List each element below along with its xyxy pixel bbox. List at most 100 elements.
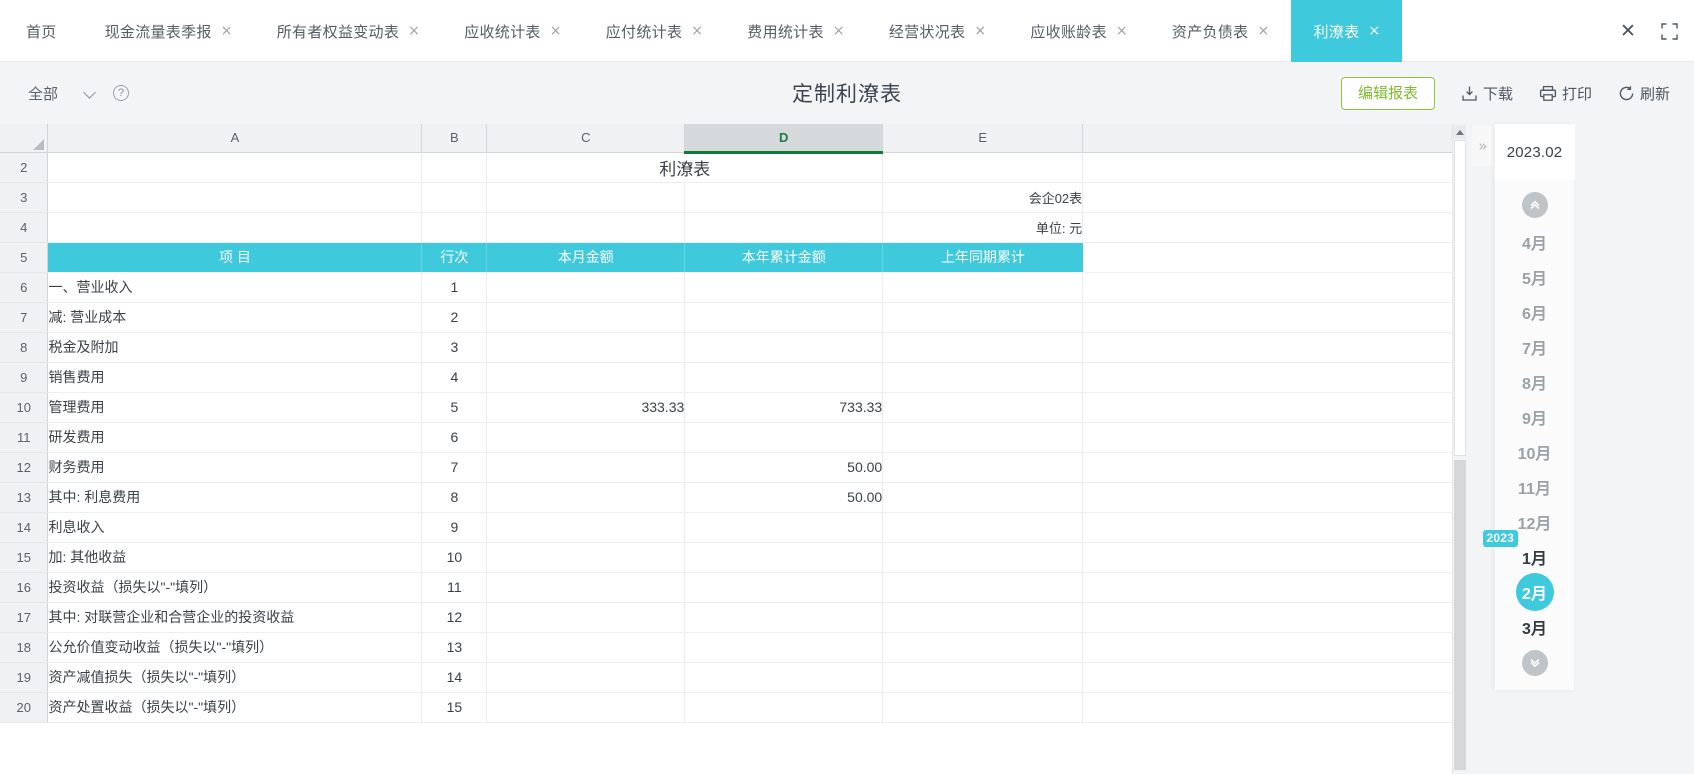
cell-line-no[interactable]: 6 — [421, 422, 488, 453]
cell-blank[interactable] — [1082, 212, 1466, 243]
row-header[interactable]: 17 — [0, 602, 49, 633]
cell-year-amount[interactable] — [684, 302, 884, 333]
cell-month-amount[interactable] — [486, 602, 686, 633]
month-item[interactable]: 4月 — [1495, 224, 1575, 259]
tab-close-icon[interactable]: × — [549, 23, 562, 39]
select-all-corner[interactable] — [0, 124, 49, 153]
month-item[interactable]: 9月 — [1495, 399, 1575, 434]
table-row[interactable]: 7 减: 营业成本 2 — [0, 302, 1466, 333]
row-header[interactable]: 11 — [0, 422, 49, 453]
cell-last-year-amount[interactable] — [882, 692, 1084, 723]
row-header[interactable]: 3 — [0, 182, 49, 213]
month-item[interactable]: 3月 — [1495, 609, 1575, 644]
cell-last-year-amount[interactable] — [882, 422, 1084, 453]
cell-line-no[interactable]: 14 — [421, 662, 488, 693]
column-header-E[interactable]: E — [882, 124, 1084, 153]
cell-blank[interactable] — [1082, 602, 1466, 633]
header-cell-item[interactable]: 项 目 — [47, 242, 423, 272]
header-cell-month-amount[interactable]: 本月金额 — [486, 242, 686, 272]
month-item[interactable]: 2023 1月 — [1482, 530, 1575, 574]
scrollbar-up-arrow-icon[interactable] — [1453, 125, 1466, 139]
tab-close-icon[interactable]: × — [1115, 23, 1128, 39]
edit-report-button[interactable]: 编辑报表 — [1340, 76, 1435, 110]
cell-year-amount[interactable] — [684, 662, 884, 693]
cell-line-no[interactable]: 9 — [421, 512, 488, 543]
cell-item-name[interactable]: 研发费用 — [47, 422, 423, 453]
row-header[interactable]: 20 — [0, 692, 49, 723]
cell-item-name[interactable]: 加: 其他收益 — [47, 542, 423, 573]
cell-last-year-amount[interactable] — [882, 542, 1084, 573]
current-period-label[interactable]: 2023.02 — [1494, 124, 1575, 180]
cell-blank[interactable] — [1082, 362, 1466, 393]
download-button[interactable]: 下载 — [1461, 83, 1513, 104]
cell-month-amount[interactable] — [486, 302, 686, 333]
print-button[interactable]: 打印 — [1539, 83, 1592, 104]
cell-blank[interactable] — [1082, 152, 1466, 183]
cell-year-amount[interactable] — [684, 602, 884, 633]
table-row[interactable]: 17 其中: 对联营企业和合营企业的投资收益 12 — [0, 602, 1466, 633]
table-row[interactable]: 2 利潦表 — [0, 152, 1466, 183]
month-item[interactable]: 2月 — [1495, 572, 1575, 611]
cell-item-name[interactable]: 减: 营业成本 — [47, 302, 423, 333]
cell-blank[interactable] — [1082, 542, 1466, 573]
cell-D[interactable] — [684, 212, 884, 243]
row-header[interactable]: 13 — [0, 482, 49, 513]
cell-blank[interactable] — [1082, 512, 1466, 543]
row-header[interactable]: 2 — [0, 152, 49, 183]
tab-close-icon[interactable]: × — [1368, 23, 1381, 39]
tab-close-icon[interactable]: × — [408, 23, 421, 39]
cell-month-amount[interactable] — [486, 422, 686, 453]
cell-blank[interactable] — [1082, 272, 1466, 303]
cell-line-no[interactable]: 15 — [421, 692, 488, 723]
cell-month-amount[interactable] — [486, 362, 686, 393]
cell-year-amount[interactable] — [684, 422, 884, 453]
vertical-scrollbar[interactable] — [1452, 124, 1466, 774]
cell-month-amount[interactable] — [486, 632, 686, 663]
column-header-B[interactable]: B — [421, 124, 488, 153]
table-row[interactable]: 9 销售费用 4 — [0, 362, 1466, 393]
tab-item[interactable]: 费用统计表 × — [725, 0, 867, 62]
row-header[interactable]: 10 — [0, 392, 49, 423]
table-row[interactable]: 8 税金及附加 3 — [0, 332, 1466, 363]
note-cell[interactable]: 会企02表 — [882, 182, 1084, 213]
cell-month-amount[interactable] — [486, 572, 686, 603]
tab-close-icon[interactable]: × — [832, 23, 845, 39]
header-cell-line-no[interactable]: 行次 — [421, 242, 488, 272]
cell-item-name[interactable]: 利息收入 — [47, 512, 423, 543]
cell-B[interactable] — [421, 152, 488, 183]
month-item[interactable]: 6月 — [1495, 294, 1575, 329]
cell-A[interactable] — [47, 182, 423, 213]
column-header-D[interactable]: D — [684, 124, 884, 154]
table-row[interactable]: 19 资产减值损失（损失以"-"填列） 14 — [0, 662, 1466, 693]
note-cell[interactable]: 单位: 元 — [882, 212, 1084, 243]
cell-line-no[interactable]: 2 — [421, 302, 488, 333]
cell-E[interactable] — [882, 152, 1084, 183]
cell-C[interactable] — [486, 212, 686, 243]
row-header[interactable]: 18 — [0, 632, 49, 663]
cell-item-name[interactable]: 其中: 对联营企业和合营企业的投资收益 — [47, 602, 423, 633]
cell-blank[interactable] — [1082, 182, 1466, 213]
month-item[interactable]: 12月 — [1495, 504, 1575, 539]
cell-month-amount[interactable] — [486, 542, 686, 573]
cell-year-amount[interactable] — [684, 332, 884, 363]
cell-line-no[interactable]: 3 — [421, 332, 488, 363]
cell-year-amount[interactable] — [684, 572, 884, 603]
cell-year-amount[interactable] — [684, 542, 884, 573]
cell-blank[interactable] — [1082, 482, 1466, 513]
header-cell-last-year-amount[interactable]: 上年同期累计 — [882, 242, 1083, 272]
table-row[interactable]: 16 投资收益（损失以"-"填列） 11 — [0, 572, 1466, 603]
cell-last-year-amount[interactable] — [882, 272, 1084, 303]
tab-item[interactable]: 应收统计表 × — [442, 0, 584, 62]
table-row[interactable]: 4 单位: 元 — [0, 212, 1466, 243]
tab-close-icon[interactable]: × — [691, 23, 704, 39]
cell-blank[interactable] — [1082, 242, 1466, 273]
cell-D[interactable] — [684, 182, 884, 213]
collapse-panel-button[interactable]: » — [1472, 126, 1494, 166]
cell-last-year-amount[interactable] — [882, 362, 1084, 393]
cell-item-name[interactable]: 资产处置收益（损失以"-"填列） — [47, 692, 423, 723]
tab-item[interactable]: 首页 — [0, 0, 83, 62]
cell-line-no[interactable]: 12 — [421, 602, 488, 633]
row-header[interactable]: 5 — [0, 242, 49, 273]
cell-line-no[interactable]: 10 — [421, 542, 488, 573]
